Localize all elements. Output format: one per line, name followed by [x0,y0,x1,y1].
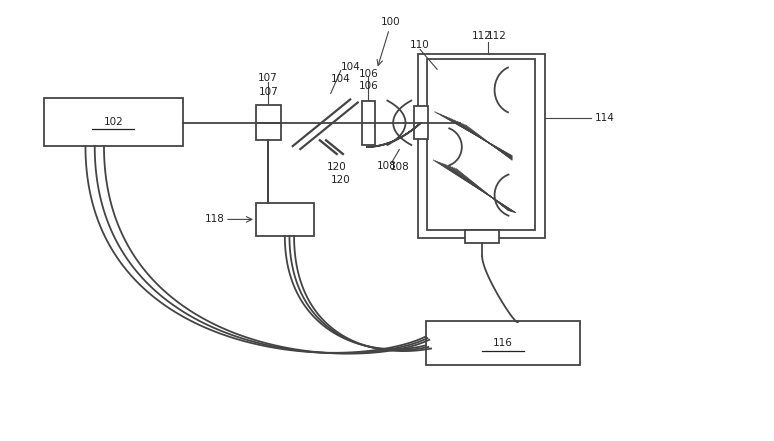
Bar [426,321,580,365]
Bar [427,59,535,230]
Text: 108: 108 [389,161,409,172]
Text: 112: 112 [471,31,491,41]
Bar [414,106,428,139]
Bar [256,123,280,140]
Text: 100: 100 [381,18,401,27]
Text: 110: 110 [410,40,430,50]
Text: 102: 102 [104,117,123,127]
Text: 107: 107 [258,73,277,83]
Text: 107: 107 [259,87,278,97]
Text: 104: 104 [330,74,351,84]
Text: 112: 112 [487,31,507,41]
Text: 104: 104 [341,62,361,72]
Bar [256,203,313,236]
Bar [362,101,375,145]
Text: 106: 106 [358,81,378,90]
Text: 118: 118 [205,214,225,224]
Text: 108: 108 [377,161,397,171]
Text: 106: 106 [358,69,378,78]
Bar [465,230,499,243]
Text: 120: 120 [330,175,351,185]
Text: 114: 114 [595,113,615,123]
Bar [418,54,545,238]
Bar [256,105,280,123]
Text: 120: 120 [327,161,347,172]
Bar [44,98,183,146]
Text: 116: 116 [493,338,512,348]
